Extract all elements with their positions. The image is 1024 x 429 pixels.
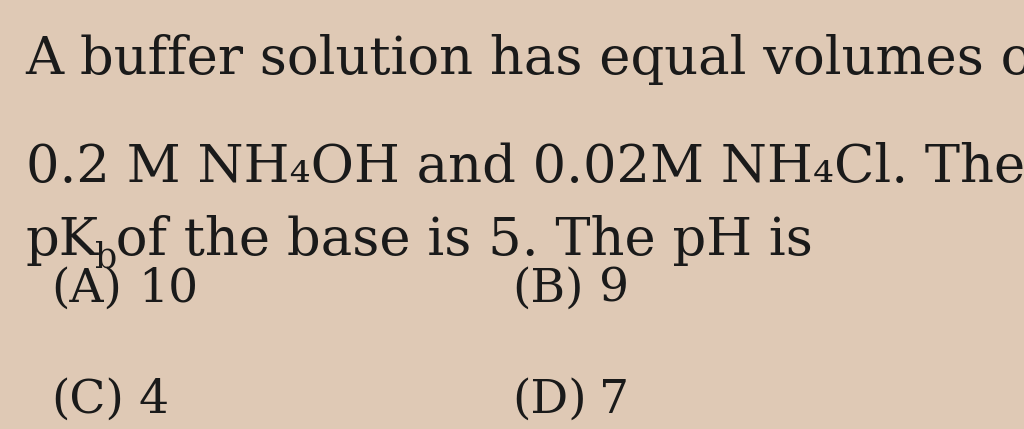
Text: A buffer solution has equal volumes of: A buffer solution has equal volumes of (26, 34, 1024, 85)
Text: 7: 7 (599, 378, 629, 423)
Text: pK: pK (26, 214, 98, 266)
Text: 9: 9 (599, 266, 629, 311)
Text: 4: 4 (138, 378, 168, 423)
Text: 10: 10 (138, 266, 199, 311)
Text: 0.2 M NH₄OH and 0.02M NH₄Cl. The: 0.2 M NH₄OH and 0.02M NH₄Cl. The (26, 142, 1024, 193)
Text: b: b (95, 240, 118, 274)
Text: (B): (B) (512, 266, 584, 311)
Text: (D): (D) (512, 378, 587, 423)
Text: of the base is 5. The pH is: of the base is 5. The pH is (99, 214, 813, 266)
Text: (C): (C) (51, 378, 124, 423)
Text: (A): (A) (51, 266, 122, 311)
